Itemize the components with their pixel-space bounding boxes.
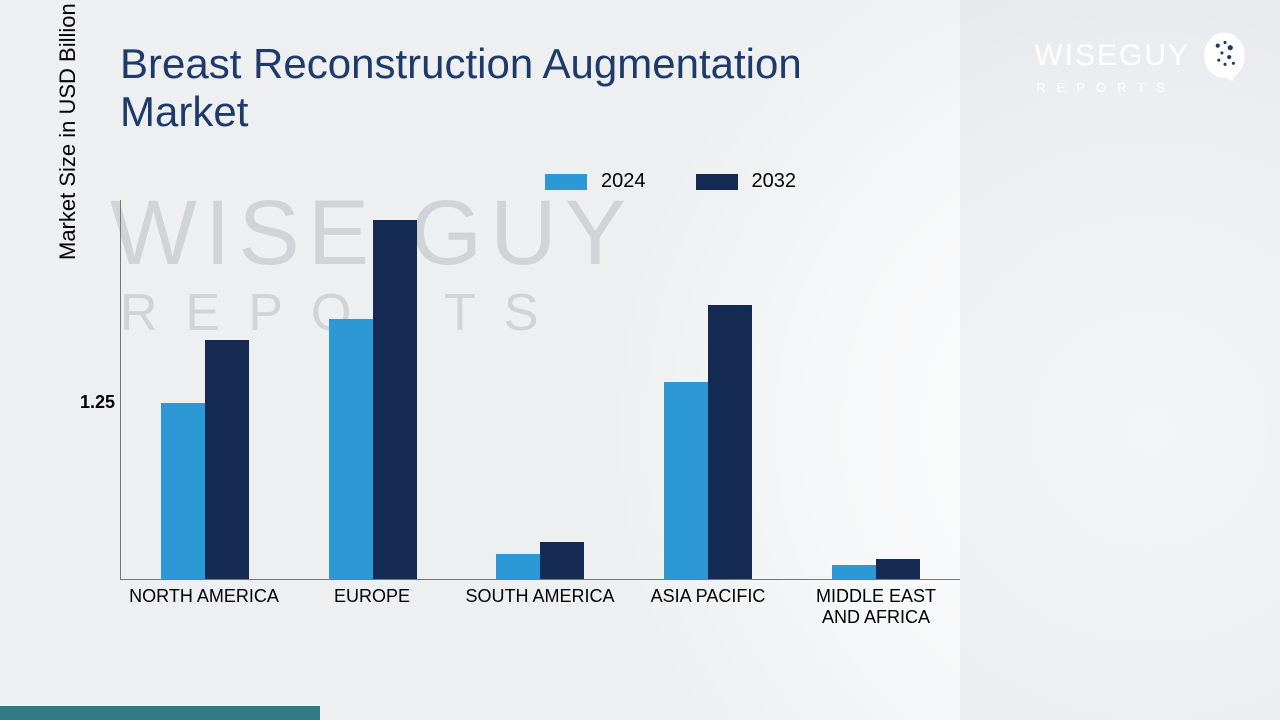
x-axis-label: SOUTH AMERICA	[456, 586, 624, 627]
bar-2024	[832, 565, 876, 579]
legend-label-2024: 2024	[601, 170, 646, 193]
logo-head-icon	[1198, 30, 1250, 82]
legend-swatch-2024	[545, 174, 587, 190]
x-axis-label: EUROPE	[288, 586, 456, 627]
legend-swatch-2032	[696, 174, 738, 190]
x-axis-labels: NORTH AMERICA EUROPE SOUTH AMERICA ASIA …	[120, 586, 960, 627]
bar-group	[121, 340, 289, 579]
bar-2032	[373, 220, 417, 579]
bar-2032	[876, 559, 920, 579]
bar-chart	[120, 200, 960, 580]
legend: 2024 2032	[545, 170, 796, 193]
logo-text-main: WISEGUY	[1034, 39, 1190, 73]
brand-logo: WISEGUY REPORTS	[1034, 30, 1250, 95]
bar-group	[624, 305, 792, 579]
chart-title: Breast Reconstruction Augmentation Marke…	[120, 40, 860, 137]
y-axis-label: Market Size in USD Billion	[55, 3, 81, 260]
right-panel	[960, 0, 1280, 720]
x-axis-label: MIDDLE EAST AND AFRICA	[792, 586, 960, 627]
legend-label-2032: 2032	[752, 170, 797, 193]
bar-group	[457, 542, 625, 579]
legend-item-2032: 2032	[696, 170, 797, 193]
bar-2024	[496, 554, 540, 579]
bar-groups	[121, 200, 960, 579]
bar-2024	[161, 403, 205, 579]
y-axis-tick: 1.25	[80, 392, 115, 413]
bar-2032	[540, 542, 584, 579]
logo-text-sub: REPORTS	[1034, 80, 1250, 95]
bar-2032	[205, 340, 249, 579]
x-axis-label: NORTH AMERICA	[120, 586, 288, 627]
bottom-strip	[0, 706, 320, 720]
x-axis-label: ASIA PACIFIC	[624, 586, 792, 627]
bar-group	[792, 559, 960, 579]
bar-group	[289, 220, 457, 579]
legend-item-2024: 2024	[545, 170, 646, 193]
bar-2024	[329, 319, 373, 579]
bar-2024	[664, 382, 708, 579]
bar-2032	[708, 305, 752, 579]
